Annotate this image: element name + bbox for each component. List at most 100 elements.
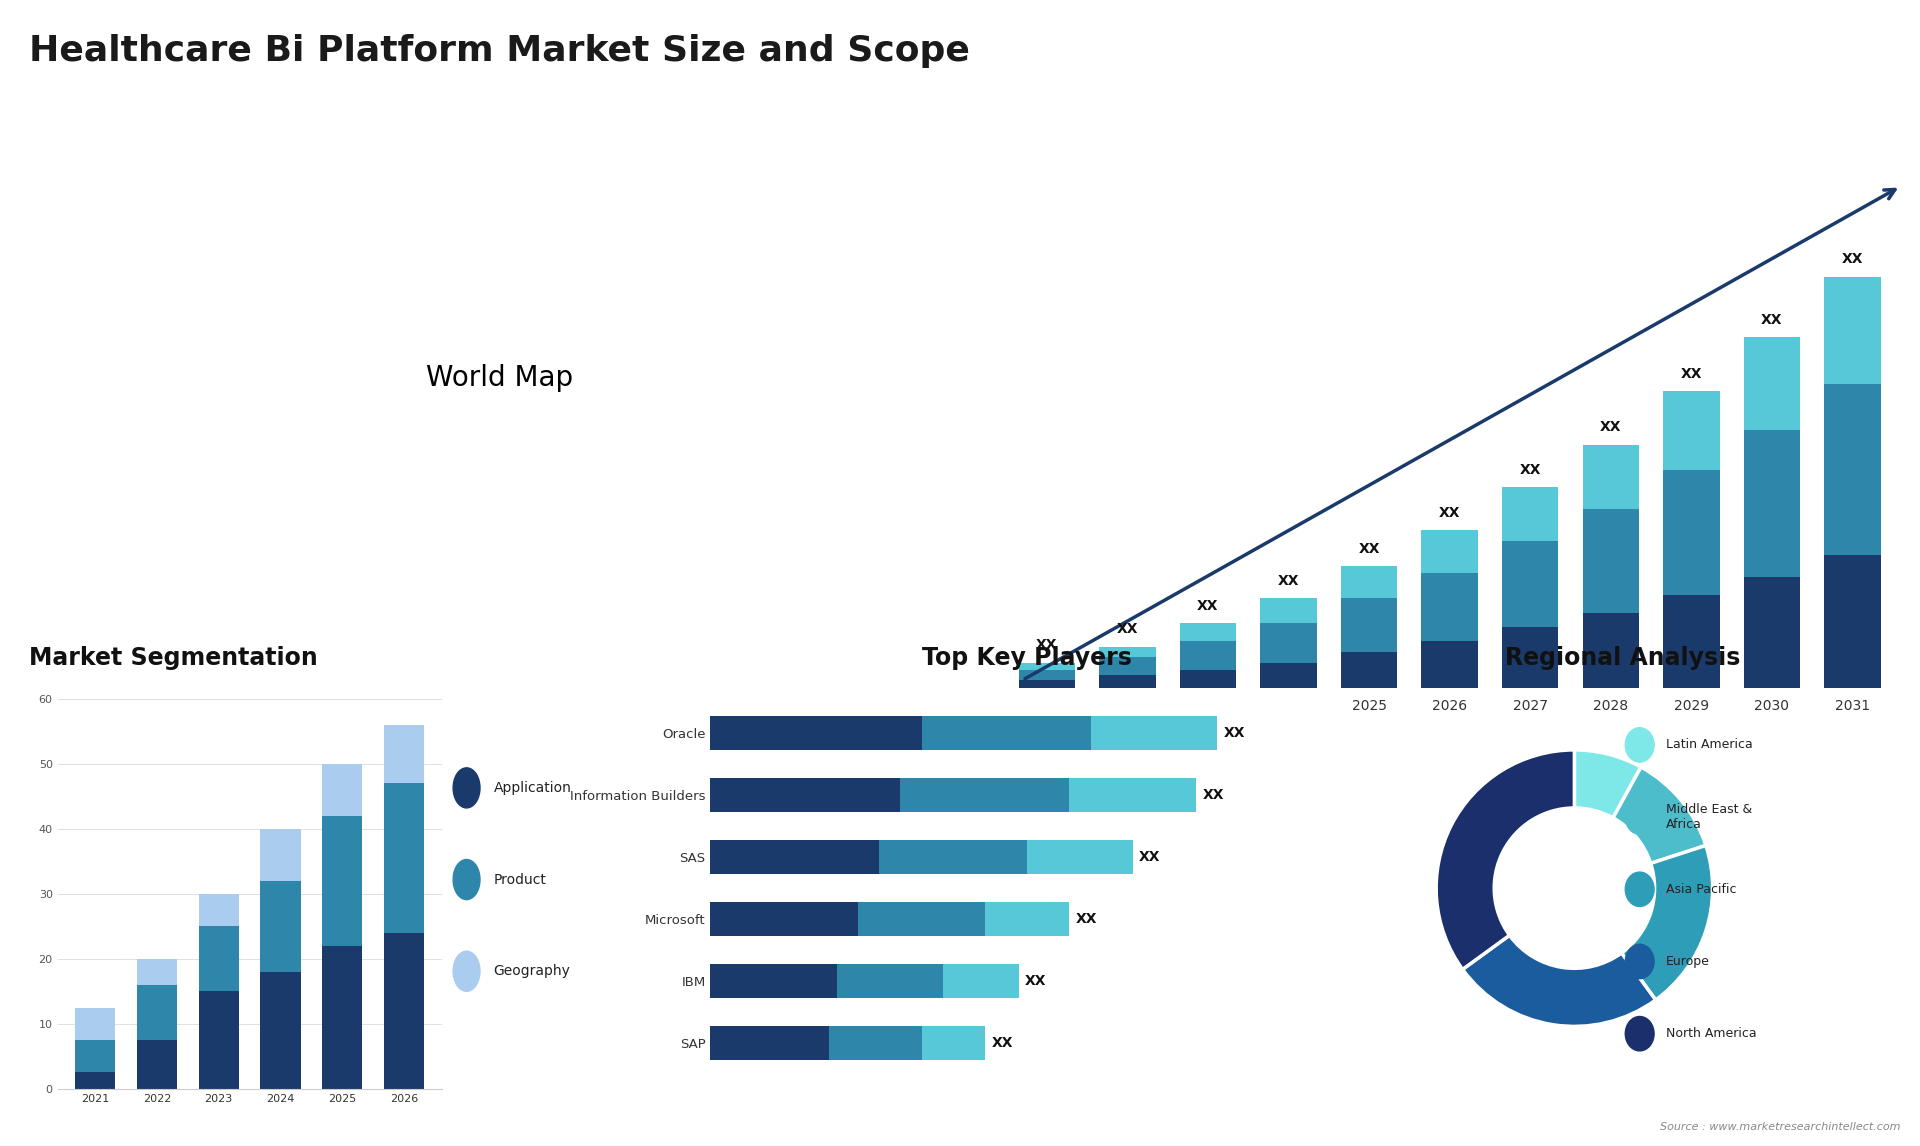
Bar	[136, 984, 177, 1041]
Text: XX: XX	[1075, 912, 1096, 926]
Bar	[879, 840, 1027, 874]
Bar	[1027, 840, 1133, 874]
Bar	[900, 778, 1069, 813]
Bar	[1069, 778, 1196, 813]
Text: XX: XX	[1841, 252, 1862, 266]
Circle shape	[1624, 944, 1653, 979]
Text: Europe: Europe	[1665, 955, 1709, 968]
Text: XX: XX	[1680, 367, 1701, 380]
Bar	[1663, 470, 1720, 595]
Bar	[1582, 445, 1640, 509]
Bar	[1098, 675, 1156, 688]
Text: XX: XX	[1357, 542, 1380, 556]
Text: Application: Application	[493, 780, 572, 795]
Bar	[1179, 669, 1236, 688]
Bar	[1179, 623, 1236, 641]
Bar	[198, 926, 238, 991]
Bar	[710, 902, 858, 936]
Bar	[1260, 623, 1317, 662]
Text: XX: XX	[1438, 507, 1461, 520]
Wedge shape	[1436, 749, 1574, 970]
Bar	[1743, 337, 1801, 430]
Text: Market Segmentation: Market Segmentation	[29, 646, 317, 670]
Text: Asia Pacific: Asia Pacific	[1665, 882, 1736, 896]
Bar	[384, 725, 424, 784]
Text: XX: XX	[1202, 788, 1223, 802]
Text: World Map: World Map	[426, 364, 572, 392]
Bar	[985, 902, 1069, 936]
Text: XX: XX	[1037, 638, 1058, 652]
Bar	[1340, 598, 1398, 652]
Wedge shape	[1613, 767, 1705, 863]
Wedge shape	[1574, 749, 1642, 818]
Bar	[198, 894, 238, 926]
Circle shape	[1624, 800, 1653, 834]
Bar	[1179, 641, 1236, 669]
Text: Latin America: Latin America	[1665, 738, 1753, 752]
Bar	[922, 716, 1091, 751]
Bar	[1098, 646, 1156, 657]
Bar	[1421, 641, 1478, 688]
Bar	[261, 829, 301, 881]
Text: Top Key Players: Top Key Players	[922, 646, 1133, 670]
Bar	[261, 881, 301, 972]
Text: XX: XX	[1025, 974, 1046, 988]
Bar	[710, 716, 922, 751]
Text: XX: XX	[1139, 850, 1160, 864]
Bar	[1501, 487, 1559, 541]
Bar	[384, 784, 424, 933]
Bar	[261, 972, 301, 1089]
Bar	[1340, 566, 1398, 598]
Bar	[1501, 627, 1559, 688]
Bar	[837, 964, 943, 998]
Bar	[75, 1007, 115, 1041]
Text: Regional Analysis: Regional Analysis	[1505, 646, 1740, 670]
Text: Source : www.marketresearchintellect.com: Source : www.marketresearchintellect.com	[1661, 1122, 1901, 1132]
Bar	[943, 964, 1020, 998]
Circle shape	[1624, 728, 1653, 762]
Bar	[1260, 662, 1317, 688]
Text: Product: Product	[493, 872, 547, 887]
Bar	[1743, 430, 1801, 576]
Bar	[323, 945, 363, 1089]
Circle shape	[453, 951, 480, 991]
Bar	[1663, 391, 1720, 470]
Bar	[858, 902, 985, 936]
Text: North America: North America	[1665, 1027, 1757, 1041]
Bar	[1098, 657, 1156, 675]
Text: XX: XX	[1761, 313, 1782, 327]
Bar	[1743, 576, 1801, 688]
Circle shape	[1624, 1017, 1653, 1051]
Text: Healthcare Bi Platform Market Size and Scope: Healthcare Bi Platform Market Size and S…	[29, 34, 970, 69]
Bar	[136, 1041, 177, 1089]
Circle shape	[1624, 872, 1653, 906]
Bar	[75, 1041, 115, 1073]
Circle shape	[453, 860, 480, 900]
Bar	[1663, 595, 1720, 688]
Bar	[384, 933, 424, 1089]
Text: XX: XX	[1198, 599, 1219, 613]
Bar	[1091, 716, 1217, 751]
Text: Middle East &
Africa: Middle East & Africa	[1665, 803, 1751, 831]
Text: XX: XX	[1277, 574, 1300, 588]
Bar	[922, 1026, 985, 1060]
Bar	[323, 764, 363, 816]
Bar	[1501, 541, 1559, 627]
Wedge shape	[1463, 935, 1655, 1027]
Text: XX: XX	[1223, 727, 1244, 740]
Text: XX: XX	[1519, 463, 1542, 477]
Text: XX: XX	[1599, 421, 1622, 434]
Bar	[136, 959, 177, 984]
Wedge shape	[1622, 846, 1713, 1000]
Bar	[75, 1073, 115, 1089]
Bar	[1421, 573, 1478, 641]
Bar	[1018, 681, 1075, 688]
Bar	[710, 1026, 829, 1060]
Bar	[710, 778, 900, 813]
Bar	[1018, 669, 1075, 681]
Bar	[710, 840, 879, 874]
Bar	[1018, 662, 1075, 669]
Bar	[1340, 652, 1398, 688]
Bar	[1260, 598, 1317, 623]
Bar	[1824, 556, 1882, 688]
